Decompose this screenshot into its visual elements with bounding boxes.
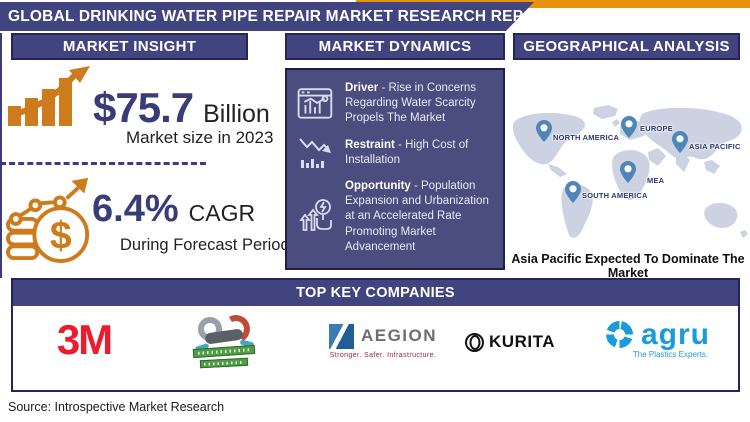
geographical-analysis-title: GEOGRAPHICAL ANALYSIS <box>523 38 730 55</box>
pin-south-america-icon <box>565 181 581 203</box>
top-orange-accent-bar <box>356 0 750 8</box>
company-logo-kurita: KURITA <box>460 322 560 362</box>
top-key-companies-header: TOP KEY COMPANIES <box>13 280 738 306</box>
growth-bar-chart-icon <box>6 64 98 133</box>
dynamics-item-driver: Driver - Rise in Concerns Regarding Wate… <box>295 81 495 127</box>
pin-europe-icon <box>621 116 637 138</box>
market-size-row: $75.7 Billion <box>93 84 270 132</box>
declining-chart-icon <box>295 136 337 170</box>
region-label-europe: EUROPE <box>640 124 673 133</box>
region-label-north-america: NORTH AMERICA <box>553 133 620 142</box>
aegion-tagline: Stronger. Safer. Infrastructure. <box>329 351 437 359</box>
dashboard-chart-icon <box>295 86 337 122</box>
region-label-mea: MEA <box>647 176 665 185</box>
region-label-asia-pacific: ASIA PACIFIC <box>689 142 741 151</box>
report-title: GLOBAL DRINKING WATER PIPE REPAIR MARKET… <box>8 7 557 25</box>
dynamics-driver-text: Driver - Rise in Concerns Regarding Wate… <box>345 82 477 125</box>
market-size-unit: Billion <box>203 100 270 128</box>
company-logo-emblem <box>188 311 260 374</box>
aegion-mark-icon <box>328 323 354 349</box>
cagr-caption: During Forecast Period <box>120 236 290 254</box>
top-key-companies-title: TOP KEY COMPANIES <box>296 285 455 301</box>
dynamics-opportunity-text: Opportunity - Population Expansion and U… <box>345 180 489 253</box>
market-insight-title: MARKET INSIGHT <box>62 38 197 55</box>
market-dynamics-title: MARKET DYNAMICS <box>318 38 472 55</box>
pin-asia-pacific-icon <box>672 131 688 153</box>
kurita-globe-icon <box>465 332 485 352</box>
growth-arrows-icon <box>295 198 337 236</box>
market-dynamics-panel: Driver - Rise in Concerns Regarding Wate… <box>285 68 505 270</box>
cagr-label: CAGR <box>188 200 256 226</box>
market-size-value: $75.7 <box>93 84 194 131</box>
cagr-row: 6.4% CAGR <box>92 188 255 231</box>
market-insight-header: MARKET INSIGHT <box>11 33 248 60</box>
cagr-value: 6.4% <box>92 188 179 230</box>
agru-tagline: The Plastics Experts. <box>632 350 708 359</box>
dashed-divider <box>0 162 206 165</box>
market-dynamics-header: MARKET DYNAMICS <box>285 33 505 60</box>
company-logo-3m: 3M <box>56 316 113 363</box>
report-title-banner: GLOBAL DRINKING WATER PIPE REPAIR MARKET… <box>0 2 534 31</box>
svg-text:$: $ <box>50 214 72 257</box>
emblem-badge-icon <box>192 311 256 371</box>
coins-dollar-icon: $ <box>6 172 94 269</box>
dynamics-item-restraint: Restraint - High Cost of Installation <box>295 136 495 170</box>
region-label-south-america: SOUTH AMERICA <box>582 191 648 200</box>
dynamics-restraint-text: Restraint - High Cost of Installation <box>345 138 469 166</box>
dynamics-item-opportunity: Opportunity - Population Expansion and U… <box>295 179 495 255</box>
geographical-analysis-header: GEOGRAPHICAL ANALYSIS <box>513 33 740 60</box>
company-logo-aegion: AEGION Stronger. Safer. Infrastructure. <box>318 316 448 366</box>
company-logo-agru: agru The Plastics Experts. <box>580 312 720 368</box>
market-size-caption: Market size in 2023 <box>126 128 274 147</box>
geo-caption: Asia Pacific Expected To Dominate The Ma… <box>511 252 745 280</box>
left-border-line <box>0 33 2 278</box>
pin-north-america-icon <box>536 120 552 142</box>
agru-circle-icon <box>605 321 633 348</box>
pin-mea-icon <box>620 161 636 183</box>
source-note: Source: Introspective Market Research <box>8 400 225 414</box>
